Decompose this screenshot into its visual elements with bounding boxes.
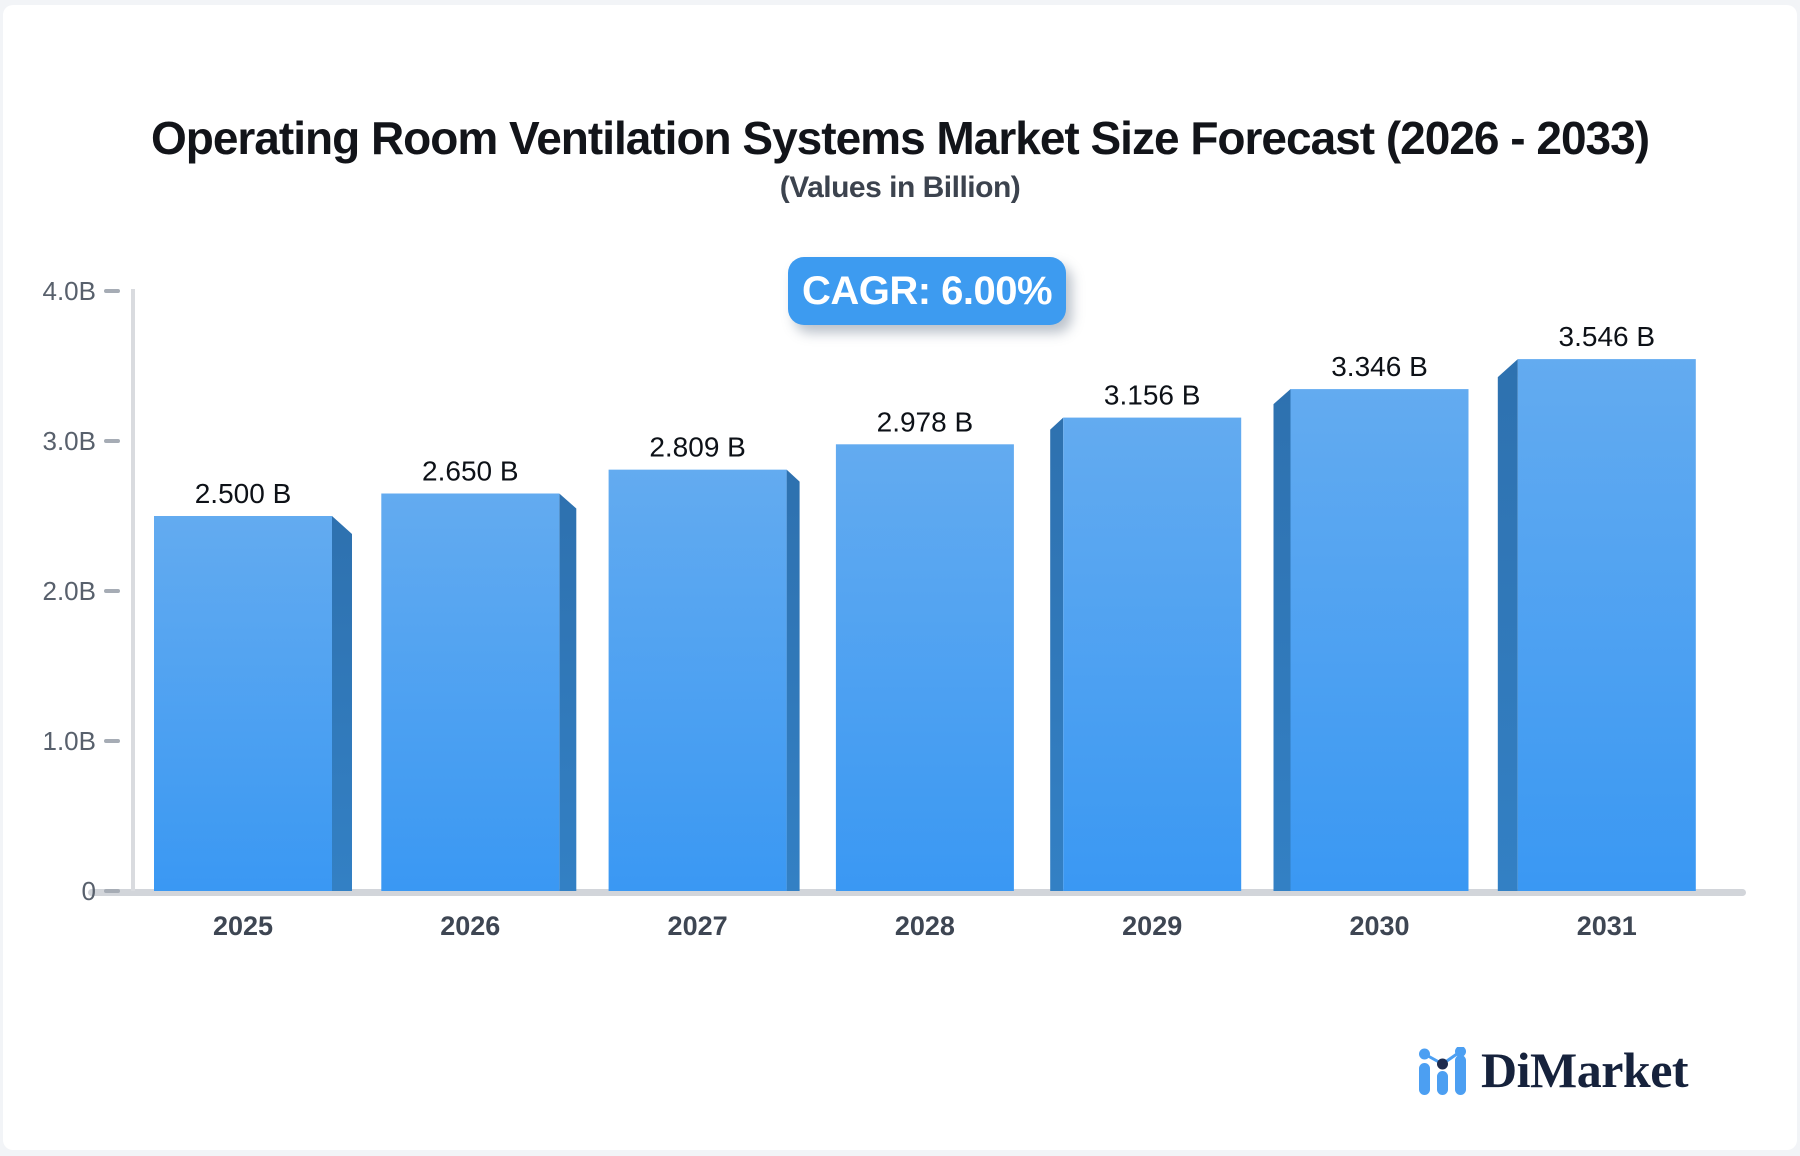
x-axis-category-label: 2029 <box>1122 911 1182 941</box>
bar-side-face <box>559 493 577 891</box>
chart-card: Operating Room Ventilation Systems Marke… <box>3 5 1797 1150</box>
bar-chart: 0 1.0B 2.0B 3.0B 4.0B 2.500 B 2025 2.650 B 2026 2… <box>43 276 1746 941</box>
bar-value-label: 2.500 B <box>195 478 292 509</box>
dimarket-logo-icon <box>1419 1047 1466 1095</box>
dimarket-logo-text: DiMarket <box>1481 1042 1689 1098</box>
bar-2026 <box>381 493 560 891</box>
y-axis-line <box>131 289 135 891</box>
cagr-badge: CAGR: 6.00% <box>788 257 1066 325</box>
logo-trendline <box>1419 1047 1466 1070</box>
bar-value-label: 2.809 B <box>649 432 746 463</box>
chart-subtitle: (Values in Billion) <box>779 171 1021 204</box>
bar-side-face <box>1050 417 1064 891</box>
y-axis-tick <box>104 289 120 293</box>
bar-value-label: 2.978 B <box>877 406 974 437</box>
y-axis-tick-label: 3.0B <box>43 426 97 456</box>
bar-side-face <box>1497 359 1518 892</box>
bar-value-label: 3.346 B <box>1331 351 1428 382</box>
dimarket-logo: DiMarket <box>1417 1041 1689 1099</box>
bar-value-label: 3.546 B <box>1559 321 1656 352</box>
x-axis-category-label: 2026 <box>440 911 500 941</box>
y-axis-tick-label: 1.0B <box>43 726 97 756</box>
x-axis-category-label: 2028 <box>895 911 955 941</box>
bar-2030 <box>1290 389 1469 891</box>
chart-title: Operating Room Ventilation Systems Marke… <box>150 112 1650 164</box>
y-axis-tick-label: 0 <box>82 876 96 906</box>
bar-value-label: 2.650 B <box>422 456 519 487</box>
bar-2025 <box>154 516 332 891</box>
bar-2029 <box>1063 417 1242 891</box>
bar-value-label: 3.156 B <box>1104 380 1201 411</box>
y-axis-tick <box>104 589 120 593</box>
bar-2028 <box>835 444 1014 891</box>
x-axis-category-label: 2027 <box>668 911 728 941</box>
y-axis-tick-label: 4.0B <box>43 276 97 306</box>
bar-side-face <box>332 516 352 891</box>
bar-side-face <box>786 469 800 891</box>
x-axis-category-label: 2030 <box>1349 911 1409 941</box>
y-axis-tick <box>104 439 120 443</box>
logo-bars <box>1419 1055 1466 1095</box>
cagr-badge-label: CAGR: 6.00% <box>801 268 1053 313</box>
x-axis-category-label: 2025 <box>213 911 273 941</box>
bar-side-face <box>1273 389 1291 891</box>
bar-2027 <box>608 469 787 891</box>
y-axis-tick <box>104 739 120 743</box>
y-axis-tick <box>104 889 120 893</box>
y-axis-tick-label: 2.0B <box>43 576 97 606</box>
bar-2031 <box>1517 359 1696 892</box>
x-axis-category-label: 2031 <box>1577 911 1637 941</box>
